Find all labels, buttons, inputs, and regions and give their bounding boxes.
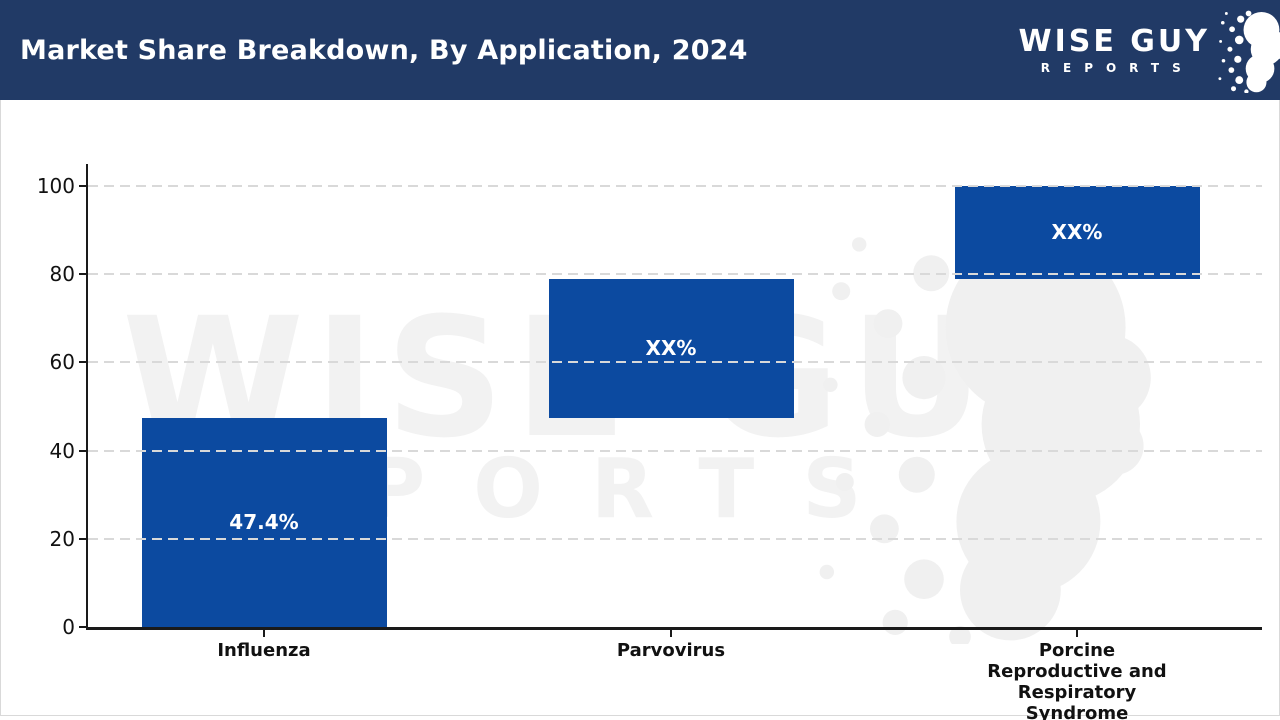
brand-subtitle: REPORTS bbox=[1040, 60, 1194, 75]
y-tick-label-80: 80 bbox=[49, 262, 75, 287]
x-tick-1 bbox=[263, 630, 265, 637]
x-category-label-2: Parvovirus bbox=[616, 640, 726, 661]
x-category-label-3: Porcine Reproductive and Respiratory Syn… bbox=[987, 640, 1167, 720]
y-tick-label-20: 20 bbox=[49, 526, 75, 551]
x-tick-2 bbox=[670, 630, 672, 637]
y-tick-60 bbox=[79, 361, 88, 364]
dotted-face-logo-icon bbox=[1214, 7, 1280, 93]
y-axis-spine bbox=[86, 164, 88, 630]
x-tick-3 bbox=[1076, 630, 1078, 637]
brand-logo: WISE GUY REPORTS bbox=[1018, 0, 1280, 100]
gridline-100 bbox=[88, 185, 1262, 187]
bar-value-label: 47.4% bbox=[229, 510, 299, 535]
y-tick-100 bbox=[79, 185, 88, 187]
gridline-60 bbox=[88, 361, 1262, 364]
bar-value-label: XX% bbox=[645, 336, 697, 361]
page-title: Market Share Breakdown, By Application, … bbox=[20, 34, 748, 66]
y-tick-0 bbox=[79, 626, 88, 628]
y-tick-label-40: 40 bbox=[49, 438, 75, 463]
gridline-20 bbox=[88, 537, 1262, 540]
y-tick-20 bbox=[79, 537, 88, 540]
bar-segment-3: XX% bbox=[954, 186, 1200, 279]
header-bar: Market Share Breakdown, By Application, … bbox=[0, 0, 1280, 100]
x-axis-spine bbox=[88, 627, 1262, 630]
bar-segment-2: XX% bbox=[548, 278, 794, 418]
x-category-label-1: Influenza bbox=[217, 640, 311, 661]
y-tick-40 bbox=[79, 449, 88, 452]
gridline-80 bbox=[88, 273, 1262, 276]
gridline-40 bbox=[88, 449, 1262, 452]
bar-value-label: XX% bbox=[1051, 220, 1103, 245]
y-tick-80 bbox=[79, 273, 88, 276]
bar-segment-1: 47.4% bbox=[141, 417, 387, 627]
brand-logo-text: WISE GUY REPORTS bbox=[1018, 23, 1210, 75]
y-tick-label-0: 0 bbox=[62, 615, 75, 639]
y-tick-label-60: 60 bbox=[49, 350, 75, 375]
y-tick-label-100: 100 bbox=[36, 174, 75, 198]
brand-name: WISE GUY bbox=[1018, 23, 1210, 59]
